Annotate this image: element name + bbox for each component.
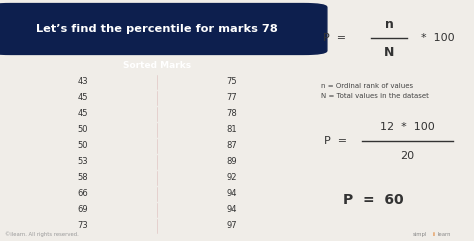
Text: 50: 50 xyxy=(77,126,88,134)
Text: learn: learn xyxy=(438,232,451,237)
Text: P  =: P = xyxy=(323,33,346,43)
Text: n = Ordinal rank of values
N = Total values in the dataset: n = Ordinal rank of values N = Total val… xyxy=(320,83,428,99)
Text: 45: 45 xyxy=(77,109,88,119)
Text: Let’s find the percentile for marks 78: Let’s find the percentile for marks 78 xyxy=(36,24,278,34)
Text: 97: 97 xyxy=(226,221,237,230)
Text: 94: 94 xyxy=(226,189,237,199)
Text: 58: 58 xyxy=(77,174,88,182)
Text: 87: 87 xyxy=(226,141,237,150)
Text: n: n xyxy=(384,18,393,31)
Text: simpl: simpl xyxy=(412,232,427,237)
Text: i: i xyxy=(433,232,435,237)
Text: 20: 20 xyxy=(400,151,414,161)
Text: *  100: * 100 xyxy=(421,33,455,43)
Text: 81: 81 xyxy=(226,126,237,134)
Text: 75: 75 xyxy=(226,78,237,87)
Text: 77: 77 xyxy=(226,94,237,102)
Text: 45: 45 xyxy=(77,94,88,102)
Text: 89: 89 xyxy=(226,158,237,167)
Text: 12  *  100: 12 * 100 xyxy=(380,122,435,132)
Text: 50: 50 xyxy=(77,141,88,150)
Text: P  =  60: P = 60 xyxy=(344,193,404,207)
Text: 69: 69 xyxy=(77,206,88,214)
Text: 73: 73 xyxy=(77,221,88,230)
Text: N: N xyxy=(384,46,394,59)
Text: 94: 94 xyxy=(226,206,237,214)
Text: Sorted Marks: Sorted Marks xyxy=(123,61,191,71)
Text: P  =: P = xyxy=(324,136,347,146)
FancyBboxPatch shape xyxy=(0,4,327,54)
Text: 92: 92 xyxy=(226,174,237,182)
Text: 66: 66 xyxy=(77,189,88,199)
Text: 78: 78 xyxy=(226,109,237,119)
Text: ©ilearn. All rights reserved.: ©ilearn. All rights reserved. xyxy=(5,232,79,237)
Text: 53: 53 xyxy=(77,158,88,167)
Text: 43: 43 xyxy=(77,78,88,87)
